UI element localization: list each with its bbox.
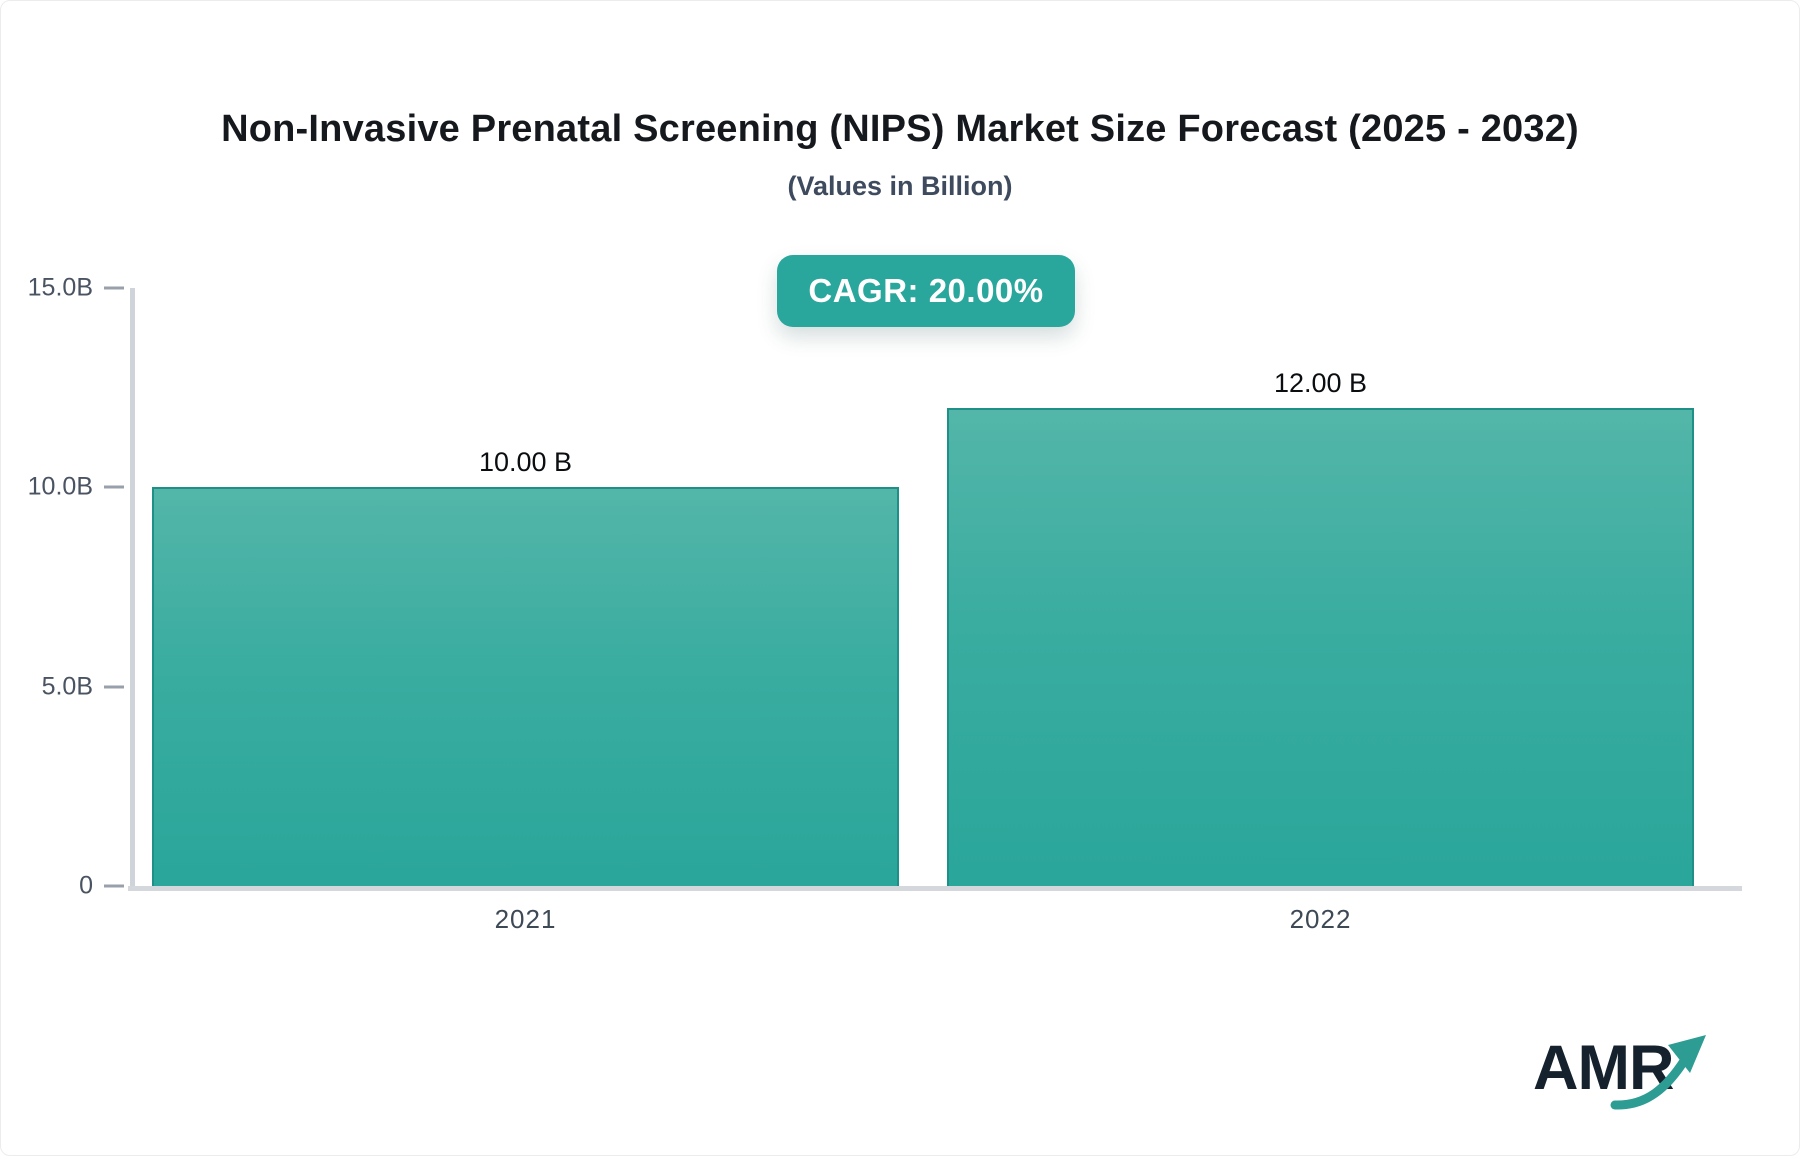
bar-value-label: 10.00 B [478,447,573,477]
amr-logo-graphic: AMR [1533,1033,1706,1110]
y-tick-mark [104,485,124,489]
y-tick-mark [104,884,124,888]
x-axis-label: 2021 [494,904,557,934]
y-tick-label: 5.0B [41,672,93,701]
cagr-badge: CAGR: 20.00% [777,255,1075,327]
bar-rect [152,487,899,886]
chart-subtitle: (Values in Billion) [787,171,1013,201]
y-tick-mark [104,685,124,689]
y-tick-label: 0 [79,871,93,900]
logo-arrowhead-icon [1668,1035,1706,1073]
logo-swoosh-icon [1610,1056,1689,1110]
plot-area: 10.00 B 12.00 B [128,288,1744,891]
bar-rect [947,408,1694,886]
bar-2022: 12.00 B [947,368,1694,886]
y-tick-label: 10.0B [27,472,93,501]
x-axis-label: 2022 [1289,904,1352,934]
bar-value-label: 12.00 B [1273,368,1368,398]
y-tick-label: 15.0B [27,273,93,302]
chart-title: Non-Invasive Prenatal Screening (NIPS) M… [221,108,1579,150]
bar-2021: 10.00 B [152,447,899,886]
y-tick-mark [104,286,124,290]
cagr-badge-label: CAGR: 20.00% [808,272,1044,309]
amr-logo: AMR [1519,1019,1729,1119]
y-axis-line [130,288,135,886]
x-axis-baseline [128,886,1742,891]
